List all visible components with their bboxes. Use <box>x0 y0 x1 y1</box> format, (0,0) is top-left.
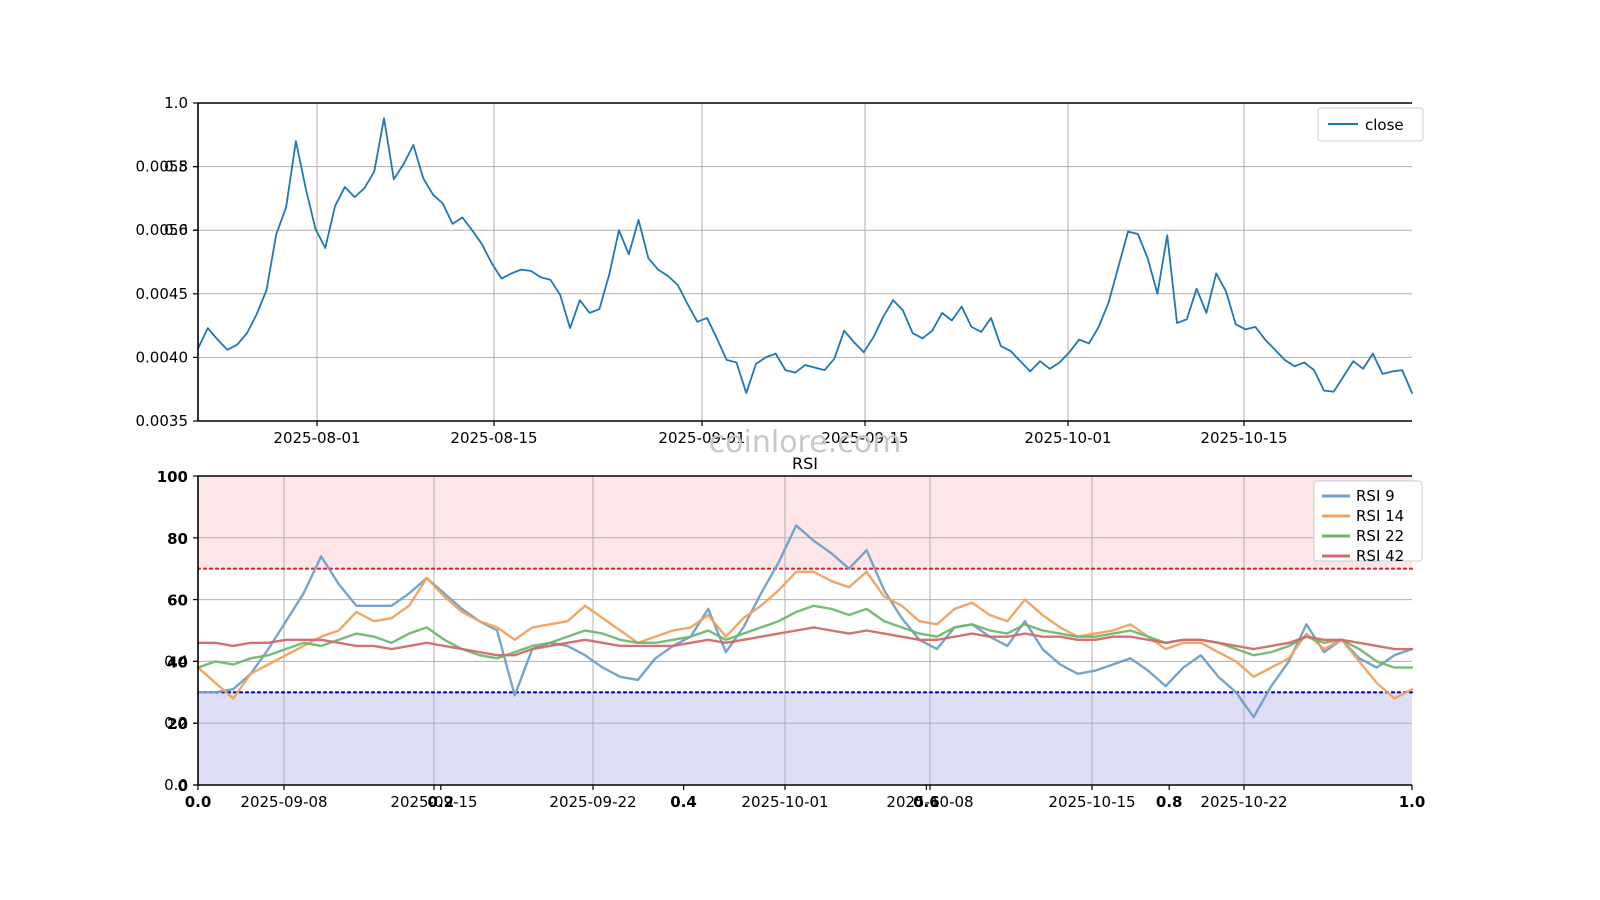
rsi-xtick-numeric-label: 0.2 <box>428 793 455 811</box>
price-xtick-label: 2025-10-01 <box>1024 429 1111 447</box>
rsi-xtick-numeric-label: 0.6 <box>913 793 940 811</box>
rsi-legend-box <box>1313 480 1423 562</box>
price-ytick-label: 0.0050 <box>136 221 189 239</box>
watermark-text: coinlore.com <box>709 425 902 460</box>
rsi-ytick-label: 80 <box>167 530 188 548</box>
rsi-overbought-band <box>198 476 1412 569</box>
price-ytick-label: 0.0040 <box>136 348 189 366</box>
rsi-legend-label-3: RSI 42 <box>1356 547 1404 565</box>
price-xtick-label: 2025-08-15 <box>450 429 537 447</box>
price-close-line <box>197 117 1413 394</box>
price-legend[interactable]: close <box>1317 107 1424 142</box>
rsi-xtick-numeric-label: 0.4 <box>670 793 697 811</box>
price-legend-label: close <box>1365 116 1404 134</box>
rsi-xtick-date-label: 2025-10-08 <box>886 793 973 811</box>
rsi-ytick2-label: 0.2 <box>164 714 188 732</box>
price-ytick2-label: 0.8 <box>164 158 188 176</box>
rsi-xtick-date-label: 2025-10-15 <box>1048 793 1135 811</box>
rsi-ytick-label: 100 <box>157 468 188 486</box>
rsi-legend[interactable]: RSI 9 RSI 14 RSI 22 RSI 42 <box>1313 480 1423 565</box>
rsi-series-line-3 <box>196 626 1414 657</box>
rsi-xtick-date-label: 2025-10-22 <box>1200 793 1287 811</box>
watermark: coinlore.com <box>709 425 902 460</box>
price-legend-box <box>1317 107 1424 142</box>
rsi-series-line-0 <box>196 524 1414 719</box>
rsi-legend-label-2: RSI 22 <box>1356 527 1404 545</box>
rsi-xtick-numeric-label: 0.0 <box>185 793 212 811</box>
rsi-xtick-numeric-label: 1.0 <box>1399 793 1426 811</box>
price-chart: 0.0035 0.0040 0.0045 0.0050 0.0055 0.6 0.8 1.0 2… <box>136 94 1424 447</box>
price-xtick-label: 2025-08-01 <box>273 429 360 447</box>
price-xtick-label: 2025-09-15 <box>821 429 908 447</box>
rsi-series-line-1 <box>196 570 1414 700</box>
price-ytick-label: 0.0055 <box>136 158 189 176</box>
rsi-title: RSI <box>792 454 818 473</box>
price-plot-background <box>198 103 1412 421</box>
price-ytick-label: 0.0045 <box>136 285 189 303</box>
price-xtick-label: 2025-09-01 <box>658 429 745 447</box>
price-ytick2-label: 0.6 <box>164 221 188 239</box>
rsi-oversold-band <box>198 692 1412 785</box>
rsi-ytick2-label: 0.4 <box>164 652 188 670</box>
rsi-xtick-date-label: 2025-10-01 <box>741 793 828 811</box>
rsi-legend-label-1: RSI 14 <box>1356 507 1404 525</box>
rsi-ytick-label: 40 <box>167 653 188 671</box>
rsi-ytick-label: 20 <box>167 715 188 733</box>
price-xtick-label: 2025-10-15 <box>1200 429 1287 447</box>
price-ytick2-label: 1.0 <box>164 94 188 112</box>
rsi-xtick-numeric-label: 0.8 <box>1156 793 1183 811</box>
rsi-xtick-date-label: 2025-09-08 <box>240 793 327 811</box>
price-ytick-label: 0.0035 <box>136 412 189 430</box>
rsi-chart: 0 20 40 60 80 100 0.0 0.2 0.4 2025-09-08 2025-09-1… <box>157 454 1426 811</box>
rsi-xtick-date-label: 2025-09-22 <box>549 793 636 811</box>
rsi-ytick-label: 60 <box>167 592 188 610</box>
rsi-legend-label-0: RSI 9 <box>1356 487 1395 505</box>
rsi-ytick-label: 0 <box>178 777 188 795</box>
rsi-xtick-date-label: 2025-09-15 <box>390 793 477 811</box>
rsi-ytick2-label: 0.0 <box>164 776 188 794</box>
